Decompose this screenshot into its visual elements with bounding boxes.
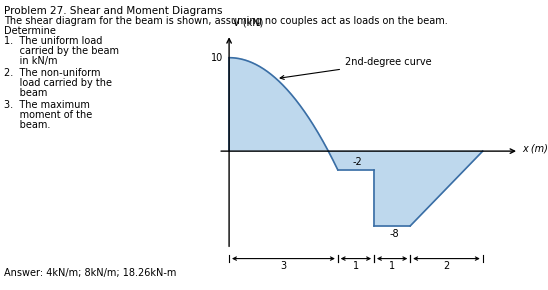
Text: 1.  The uniform load: 1. The uniform load [4, 36, 102, 46]
Text: carried by the beam: carried by the beam [4, 46, 119, 56]
Text: in kN/m: in kN/m [4, 56, 58, 66]
Text: 1: 1 [389, 261, 395, 271]
Text: The shear diagram for the beam is shown, assuming no couples act as loads on the: The shear diagram for the beam is shown,… [4, 16, 448, 26]
Text: 3: 3 [281, 261, 287, 271]
Text: 2: 2 [443, 261, 449, 271]
Text: V (kN): V (kN) [233, 18, 264, 28]
Text: -2: -2 [353, 157, 363, 167]
Text: moment of the: moment of the [4, 110, 92, 120]
Text: 3.  The maximum: 3. The maximum [4, 100, 90, 110]
Text: Problem 27. Shear and Moment Diagrams: Problem 27. Shear and Moment Diagrams [4, 6, 222, 16]
Polygon shape [229, 58, 483, 226]
Text: x (m): x (m) [523, 143, 548, 153]
Text: load carried by the: load carried by the [4, 78, 112, 88]
Text: beam: beam [4, 88, 47, 98]
Text: 1: 1 [353, 261, 359, 271]
Text: beam.: beam. [4, 120, 50, 130]
Text: 2nd-degree curve: 2nd-degree curve [280, 57, 432, 79]
Text: 10: 10 [212, 53, 224, 63]
Text: Determine: Determine [4, 26, 56, 36]
Text: 2.  The non-uniform: 2. The non-uniform [4, 68, 100, 78]
Text: Answer: 4kN/m; 8kN/m; 18.26kN-m: Answer: 4kN/m; 8kN/m; 18.26kN-m [4, 268, 176, 278]
Text: -8: -8 [389, 229, 399, 239]
